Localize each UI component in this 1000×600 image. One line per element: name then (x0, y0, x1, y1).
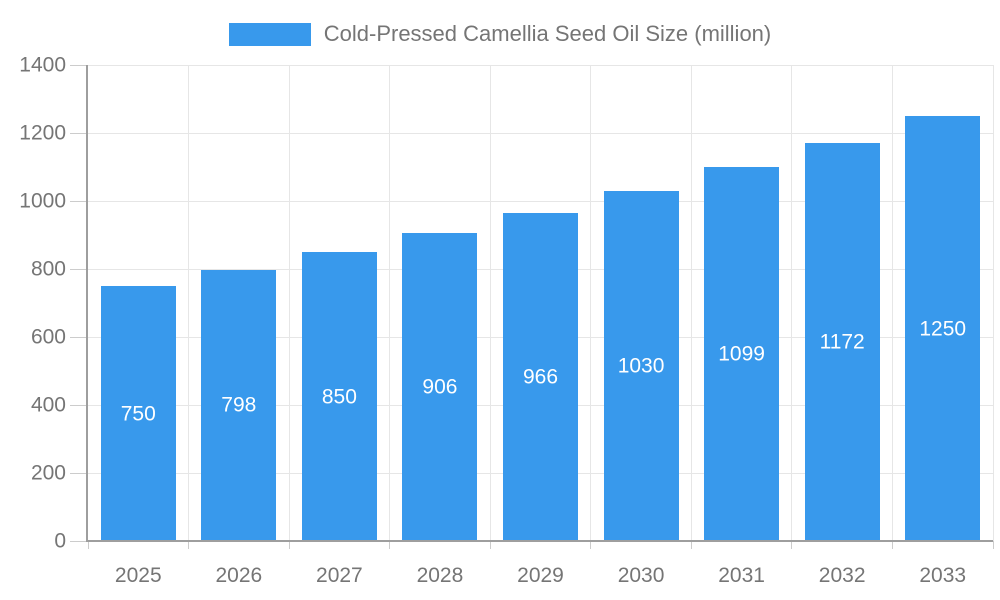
y-axis-tick-label: 200 (30, 461, 66, 485)
y-axis-tick (70, 472, 88, 474)
x-axis-tick-label: 2030 (617, 564, 665, 587)
bar-2027[interactable] (301, 252, 377, 541)
bar-2032[interactable] (804, 142, 880, 541)
y-axis-tick-label: 1400 (19, 53, 66, 77)
legend-item[interactable]: Cold-Pressed Camellia Seed Oil Size (mil… (0, 21, 1000, 46)
legend-swatch (228, 22, 311, 46)
bar-value-label: 850 (321, 385, 357, 408)
bar-2031[interactable] (704, 167, 780, 541)
y-gridline (88, 200, 993, 202)
legend-label: Cold-Pressed Camellia Seed Oil Size (mil… (323, 21, 772, 46)
y-axis-tick-label: 800 (30, 257, 66, 281)
x-axis-tick (891, 541, 893, 549)
bar-2028[interactable] (402, 232, 478, 541)
bar-value-label: 966 (522, 365, 559, 389)
x-axis-tick (690, 541, 692, 549)
bar-2025[interactable] (100, 286, 176, 541)
bar-value-label: 1172 (819, 330, 865, 354)
y-axis-tick (70, 132, 88, 134)
x-gridline (489, 65, 491, 541)
y-axis-tick (70, 200, 88, 202)
x-axis-tick-label: 2025 (114, 564, 162, 587)
x-gridline (389, 65, 391, 541)
x-gridline (992, 65, 994, 541)
x-axis-tick (590, 541, 592, 549)
x-gridline (590, 65, 592, 541)
y-axis-tick-label: 1200 (19, 121, 66, 145)
x-axis-tick (288, 541, 290, 549)
x-axis-tick-label: 2027 (316, 564, 363, 587)
x-axis-tick-label: 2028 (416, 564, 464, 587)
x-axis-tick (87, 541, 89, 549)
y-axis-tick (70, 268, 88, 270)
y-axis-tick (70, 64, 88, 66)
bar-2026[interactable] (201, 269, 277, 541)
bar-2029[interactable] (503, 212, 578, 541)
x-axis-line (86, 540, 993, 542)
y-axis-tick-label: 1000 (19, 189, 66, 213)
x-axis-tick-label: 2033 (919, 564, 967, 587)
y-axis-tick (70, 540, 88, 542)
y-axis-tick (70, 404, 88, 406)
x-axis-tick-label: 2029 (517, 564, 564, 587)
y-gridline (88, 132, 993, 134)
x-gridline (288, 65, 290, 541)
x-axis-tick (489, 541, 491, 549)
y-axis-tick-label: 0 (54, 529, 66, 553)
x-gridline (791, 65, 793, 541)
x-axis-tick-label: 2026 (215, 564, 263, 587)
bar-value-label: 798 (221, 393, 257, 417)
bar-2033[interactable] (905, 116, 981, 541)
x-axis-tick-label: 2031 (718, 564, 765, 587)
bar-value-label: 750 (120, 402, 156, 425)
x-axis-tick-label: 2032 (818, 564, 866, 587)
bar-2030[interactable] (603, 190, 679, 541)
y-axis-tick (70, 336, 88, 338)
x-axis-tick (791, 541, 793, 549)
bar-value-label: 906 (422, 375, 458, 399)
bar-value-label: 1250 (919, 317, 967, 340)
x-gridline (690, 65, 692, 541)
y-axis-line (86, 65, 88, 542)
bar-value-label: 1030 (617, 354, 665, 378)
x-gridline (188, 65, 190, 541)
bar-value-label: 1099 (718, 342, 765, 366)
x-axis-tick (992, 541, 994, 549)
y-axis-tick-label: 400 (30, 393, 66, 417)
x-gridline (891, 65, 893, 541)
y-axis-tick-label: 600 (30, 325, 66, 349)
x-axis-tick (188, 541, 190, 549)
y-gridline (88, 64, 993, 66)
x-axis-tick (389, 541, 391, 549)
